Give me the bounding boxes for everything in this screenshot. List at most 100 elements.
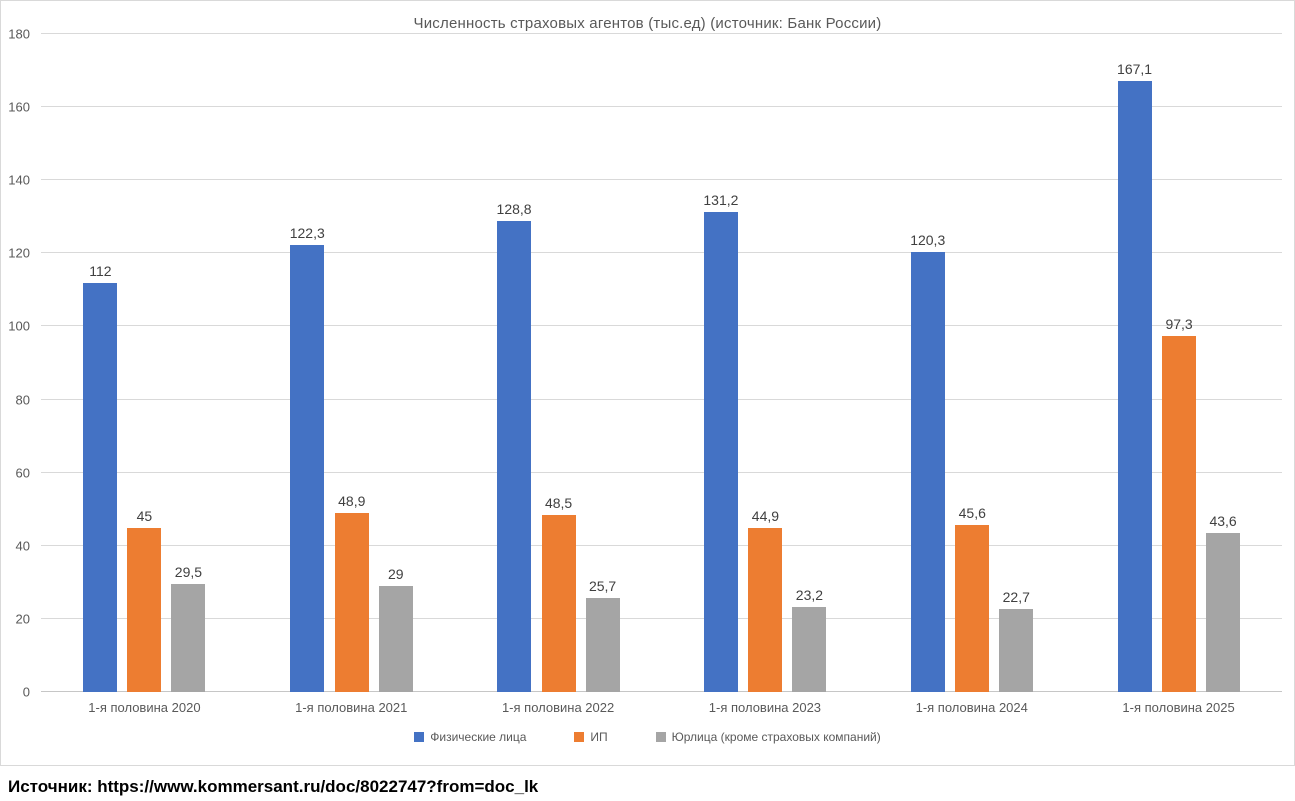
bar: [541, 514, 576, 692]
bar: [748, 527, 783, 692]
y-tick-label: 140: [8, 172, 30, 188]
bar: [1162, 336, 1197, 692]
bar-column: 45: [127, 34, 162, 692]
legend-item: ИП: [574, 730, 608, 744]
bar-column: 120,3: [910, 34, 945, 692]
source-attribution: Источник: https://www.kommersant.ru/doc/…: [8, 777, 539, 796]
bar: [910, 252, 945, 692]
x-category-label: 1-я половина 2023: [708, 700, 822, 715]
bar-value-label: 29,5: [174, 564, 203, 581]
y-tick-label: 180: [8, 26, 30, 42]
y-axis: 0 20 40 60 80 100 120 140 160 180: [1, 27, 41, 700]
y-tick-label: 40: [15, 538, 30, 554]
bar-value-label: 44,9: [751, 507, 780, 524]
y-tick-label: 80: [15, 392, 30, 408]
chart-plot-region: 0 20 40 60 80 100 120 140 160 180 112 45 29,5 122,3 4…: [1, 27, 1294, 700]
x-category-label: 1-я половина 2024: [915, 700, 1028, 715]
legend-swatch-icon: [414, 732, 425, 742]
bar-value-label: 45,6: [958, 505, 986, 522]
y-tick-label: 100: [8, 318, 30, 334]
bar: [127, 527, 162, 692]
bar-column: 48,5: [541, 34, 576, 692]
bar-group: 112 45 29,5: [41, 34, 248, 692]
bar-column: 23,2: [792, 34, 827, 692]
bar-value-label: 120,3: [910, 232, 946, 249]
bar-value-label: 25,7: [588, 578, 617, 595]
bar-column: 45,6: [955, 34, 990, 692]
bar-column: 29,5: [171, 34, 206, 692]
bar-value-label: 128,8: [496, 201, 532, 218]
bar-value-label: 48,5: [544, 494, 573, 511]
y-tick-label: 160: [8, 99, 30, 115]
bar-value-label: 23,2: [795, 587, 824, 604]
bar: [585, 598, 620, 692]
bar-value-label: 167,1: [1117, 61, 1153, 78]
legend-label: Юрлица (кроме страховых компаний): [671, 730, 881, 744]
bar: [1206, 532, 1241, 692]
bar-group: 167,1 97,3 43,6: [1075, 34, 1282, 692]
gridline: [41, 106, 1282, 108]
y-tick-label: 120: [8, 245, 30, 261]
bar: [334, 513, 369, 692]
bar-column: 97,3: [1162, 34, 1197, 692]
bar-value-label: 45: [136, 507, 153, 524]
bar: [1117, 81, 1152, 692]
bar: [290, 244, 325, 692]
gridline: [41, 33, 1282, 34]
bar-column: 131,2: [703, 34, 738, 692]
bar-value-label: 122,3: [289, 224, 325, 241]
gridline: [41, 179, 1282, 181]
x-category-label: 1-я половина 2021: [295, 700, 408, 715]
bar: [83, 282, 118, 692]
bar: [999, 609, 1034, 692]
gridline: [41, 544, 1282, 546]
bar-column: 25,7: [585, 34, 620, 692]
bar: [378, 586, 413, 692]
bar-column: 112: [83, 34, 118, 692]
gridline: [41, 252, 1282, 254]
legend-item: Юрлица (кроме страховых компаний): [655, 730, 881, 744]
bar-value-label: 22,7: [1002, 589, 1030, 606]
bar-group: 122,3 48,9 29: [248, 34, 455, 692]
bar: [955, 525, 990, 692]
gridline: [41, 471, 1282, 473]
bar-group: 120,3 45,6 22,7: [868, 34, 1075, 692]
bar-value-label: 48,9: [338, 493, 366, 510]
bar-group: 131,2 44,9 23,2: [661, 34, 868, 692]
bar: [497, 221, 532, 692]
x-axis-line: [41, 691, 1282, 692]
bar-column: 128,8: [497, 34, 532, 692]
gridline: [41, 325, 1282, 327]
y-tick-label: 0: [22, 684, 30, 700]
legend-swatch-icon: [574, 732, 585, 742]
bar: [792, 607, 827, 692]
gridline: [41, 398, 1282, 400]
bar-value-label: 112: [89, 262, 112, 279]
x-category-label: 1-я половина 2020: [88, 700, 201, 715]
bar-group: 128,8 48,5 25,7: [455, 34, 662, 692]
bar-column: 43,6: [1206, 34, 1241, 692]
y-tick-label: 20: [15, 611, 30, 627]
chart: Численность страховых агентов (тыс.ед) (…: [0, 0, 1295, 766]
chart-title: Численность страховых агентов (тыс.ед) (…: [413, 15, 882, 32]
bar-column: 22,7: [999, 34, 1034, 692]
bar: [171, 584, 206, 692]
bar-column: 48,9: [334, 34, 369, 692]
bar: [703, 212, 738, 692]
bar-value-label: 29: [387, 566, 404, 582]
legend-label: Физические лица: [430, 730, 527, 744]
legend-item: Физические лица: [414, 730, 526, 744]
bar-value-label: 43,6: [1209, 512, 1237, 529]
x-axis: 1-я половина 2020 1-я половина 2021 1-я по…: [41, 700, 1294, 715]
bar-value-label: 131,2: [703, 192, 739, 209]
legend-swatch-icon: [655, 732, 666, 742]
bar-column: 122,3: [290, 34, 325, 692]
x-category-label: 1-я половина 2025: [1122, 700, 1235, 715]
plot-area: 112 45 29,5 122,3 48,9 29 128,8 48,5 25,7 131,2 44…: [41, 33, 1282, 692]
bar-column: 29: [378, 34, 413, 692]
bar-column: 167,1: [1117, 34, 1152, 692]
bar-groups: 112 45 29,5 122,3 48,9 29 128,8 48,5 25,7 131,2 44…: [41, 34, 1282, 692]
legend-label: ИП: [590, 730, 608, 744]
legend: Физические лица ИП Юрлица (кроме страховых…: [1, 730, 1294, 744]
y-tick-label: 60: [15, 465, 30, 481]
